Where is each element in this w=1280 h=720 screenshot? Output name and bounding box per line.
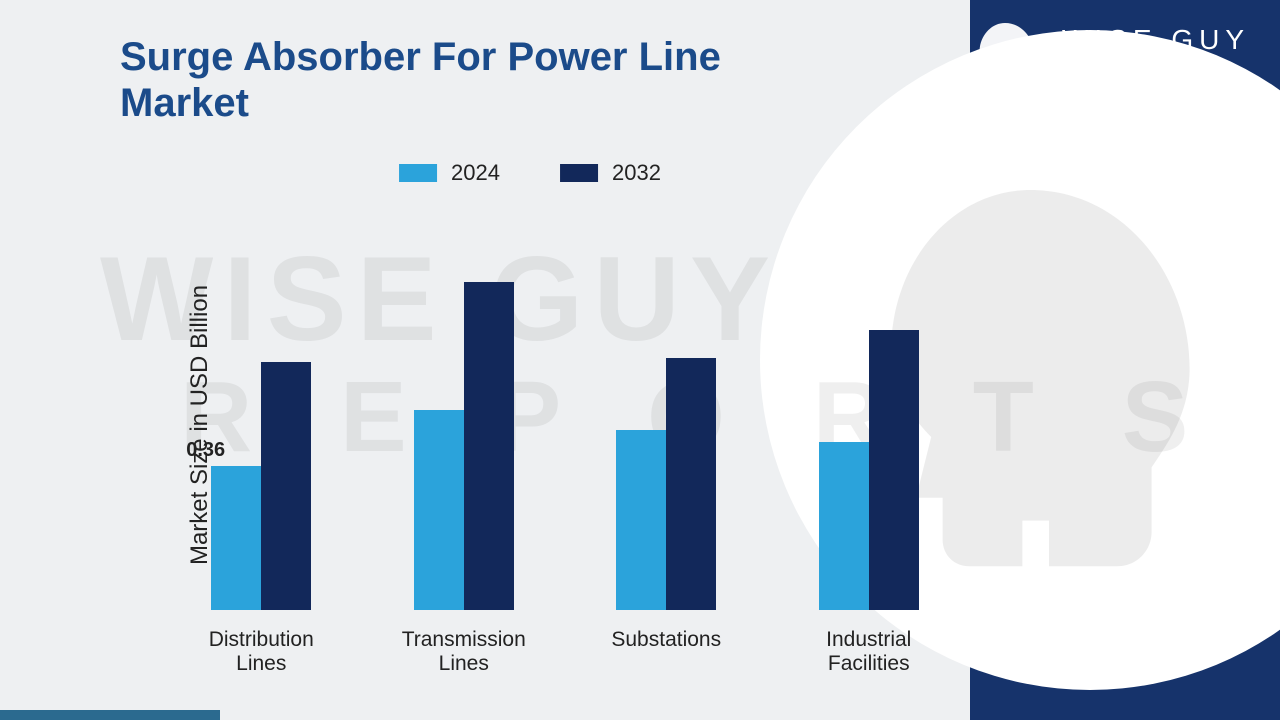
bar — [464, 282, 514, 610]
chart-title: Surge Absorber For Power Line Market — [120, 34, 820, 126]
bar-chart: Market Size in USD Billion 2024 2032 0.3… — [90, 160, 970, 690]
legend-label: 2032 — [612, 160, 661, 186]
bar-group — [794, 330, 944, 610]
chart-legend: 2024 2032 — [399, 160, 661, 186]
bar — [414, 410, 464, 610]
bar — [261, 362, 311, 610]
legend-swatch-icon — [560, 164, 598, 182]
bar — [666, 358, 716, 610]
x-axis-category-label: Substations — [591, 620, 741, 690]
bar — [869, 330, 919, 610]
bar-group — [389, 282, 539, 610]
legend-item: 2032 — [560, 160, 661, 186]
brand-line-1: WISE GUY — [1062, 24, 1250, 56]
bar-value-label: 0.36 — [186, 439, 225, 462]
x-axis-category-label: IndustrialFacilities — [794, 620, 944, 690]
x-axis-category-label: TransmissionLines — [389, 620, 539, 690]
plot-area: 0.36 — [160, 210, 970, 610]
bar-group: 0.36 — [186, 362, 336, 610]
x-axis-labels: DistributionLines TransmissionLines Substa… — [160, 620, 970, 690]
legend-label: 2024 — [451, 160, 500, 186]
brand-head-icon — [970, 18, 1040, 98]
bar-groups: 0.36 — [160, 210, 970, 610]
bar — [211, 466, 261, 610]
bottom-accent-bar — [0, 710, 220, 720]
infographic-stage: WISE GUY R E P O R T S Surge Absorber Fo… — [0, 0, 1280, 720]
brand-logo-text: WISE GUY REPORTS — [1062, 24, 1250, 71]
legend-item: 2024 — [399, 160, 500, 186]
x-axis-category-label: DistributionLines — [186, 620, 336, 690]
bar — [616, 430, 666, 610]
bar-group — [591, 358, 741, 610]
bar — [819, 442, 869, 610]
legend-swatch-icon — [399, 164, 437, 182]
brand-line-2: REPORTS — [1062, 54, 1250, 71]
